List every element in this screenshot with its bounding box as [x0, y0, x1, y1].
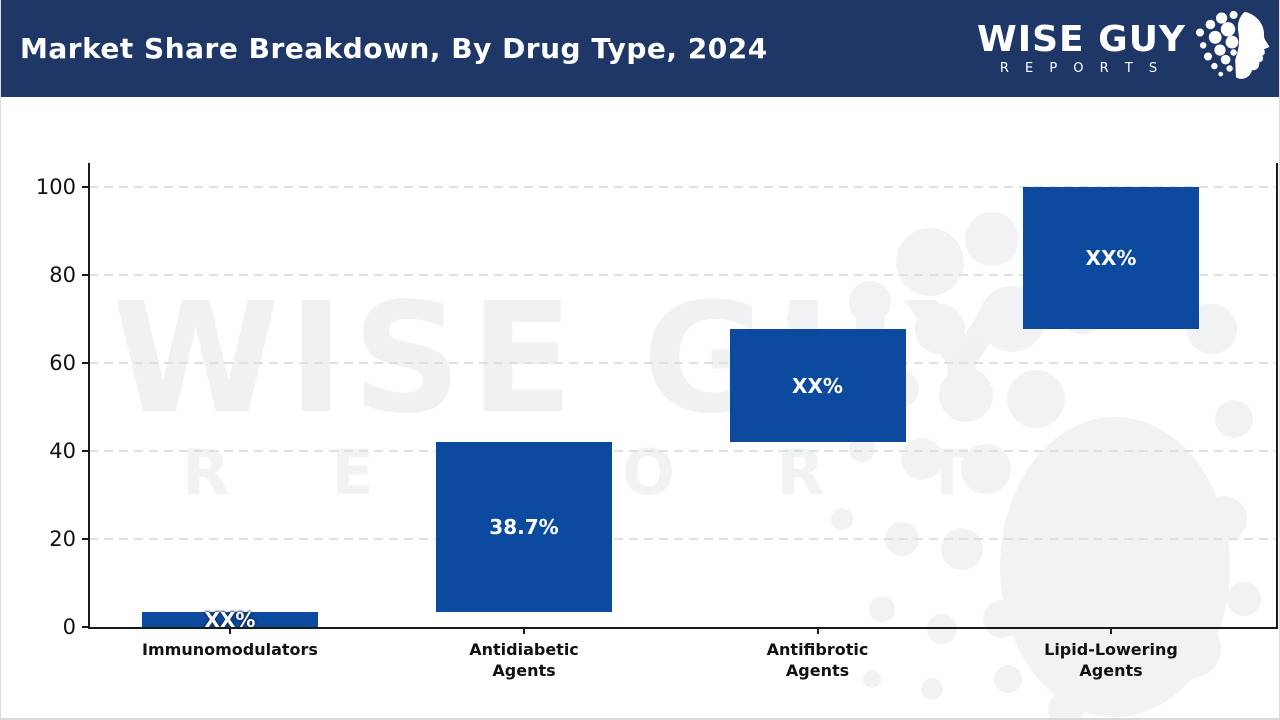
y-tick-label: 20 [49, 527, 76, 551]
header-band: Market Share Breakdown, By Drug Type, 20… [0, 0, 1280, 97]
gridline-80 [89, 274, 1277, 276]
x-category-label: Antidiabetic Agents [469, 640, 579, 681]
gridline-60 [89, 362, 1277, 364]
y-tick-mark [82, 450, 89, 452]
chart-title: Market Share Breakdown, By Drug Type, 20… [20, 32, 768, 65]
brand-logo: WISE GUY R E P O R T S [977, 6, 1272, 91]
gridline-100 [89, 186, 1277, 188]
y-axis-spine [88, 163, 90, 629]
bar-segment: XX% [142, 608, 318, 632]
gridline-40 [89, 450, 1277, 452]
bar-segment: XX% [1023, 187, 1199, 330]
y-tick-label: 0 [62, 615, 76, 639]
x-tick-mark [523, 628, 525, 634]
bar-segment: 38.7% [436, 442, 612, 613]
x-tick-mark [816, 628, 819, 634]
y-tick-label: 60 [49, 351, 76, 375]
y-tick-label: 40 [49, 439, 76, 463]
x-tick-mark [229, 628, 231, 634]
y-tick-mark [82, 274, 89, 276]
brand-head-icon [1196, 10, 1270, 79]
brand-logo-sub: R E P O R T S [999, 61, 1164, 76]
right-spine [1276, 163, 1278, 629]
y-tick-mark [82, 362, 89, 364]
x-category-label: Antifibrotic Agents [766, 640, 869, 681]
gridline-20 [89, 538, 1277, 540]
y-tick-mark [82, 186, 89, 188]
bar-value-label: 38.7% [489, 515, 559, 540]
x-category-label: Immunomodulators [142, 640, 318, 659]
y-tick-mark [82, 626, 89, 628]
x-tick-mark [1110, 628, 1112, 634]
y-tick-label: 100 [35, 175, 76, 199]
bar-value-label: XX% [1085, 246, 1137, 271]
y-tick-mark [82, 538, 89, 540]
bar-segment: XX% [729, 329, 906, 443]
bar-value-label: XX% [792, 373, 843, 398]
y-tick-label: 80 [49, 263, 76, 287]
brand-logo-name: WISE GUY [976, 19, 1186, 60]
x-category-label: Lipid-Lowering Agents [1044, 640, 1178, 681]
x-axis-spine [88, 627, 1278, 629]
